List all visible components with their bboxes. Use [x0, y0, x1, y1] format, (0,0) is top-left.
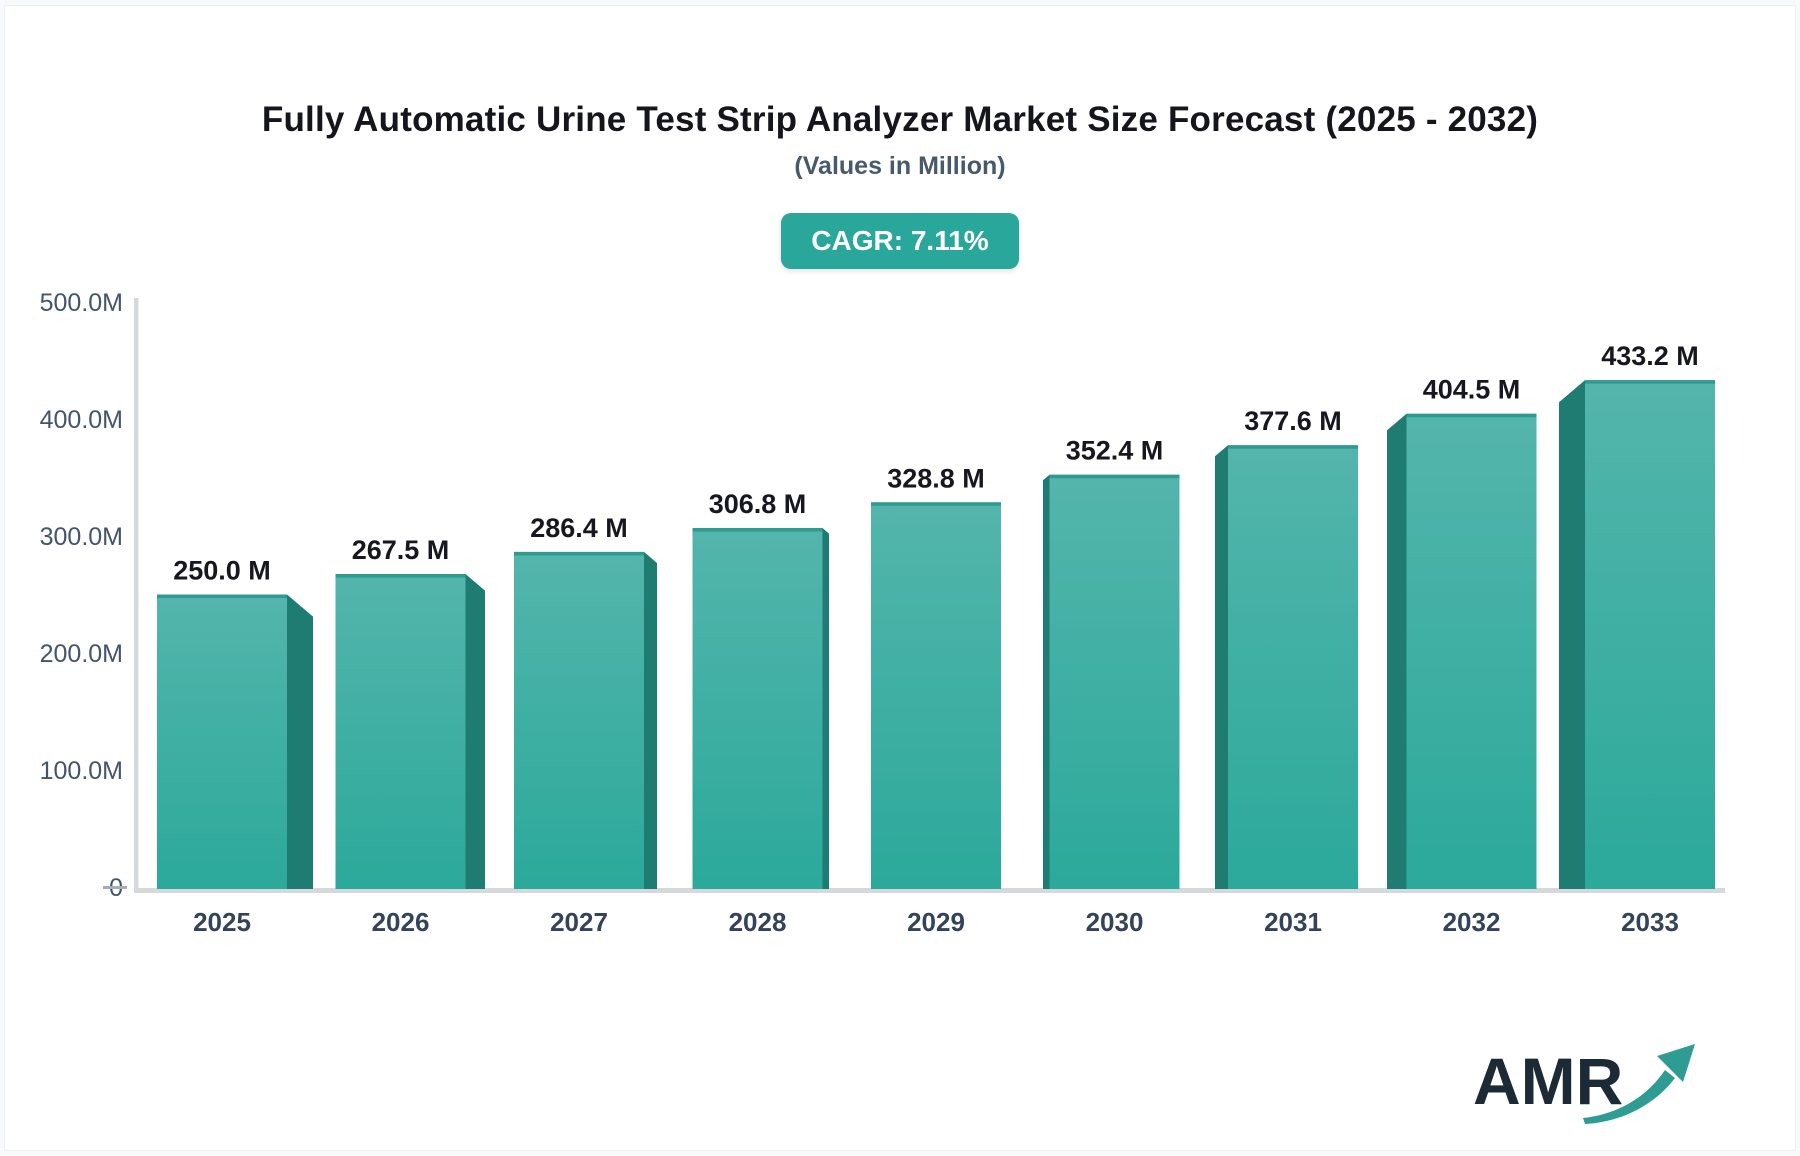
bar-2029[interactable] [871, 502, 1001, 889]
y-tick-label: 200.0M [40, 640, 123, 668]
chart-header: Fully Automatic Urine Test Strip Analyze… [5, 6, 1795, 269]
bar-value-label: 377.6 M [1244, 406, 1342, 436]
amr-logo: AMR [1473, 1044, 1695, 1124]
x-tick-label: 2026 [372, 907, 430, 937]
logo-text: AMR [1473, 1044, 1623, 1118]
y-tick-label: 300.0M [40, 523, 123, 551]
bar-value-label: 250.0 M [173, 556, 271, 586]
x-tick-label: 2027 [550, 907, 608, 937]
bar-side-face[interactable] [1387, 413, 1407, 889]
bar-side-face[interactable] [1043, 474, 1050, 889]
bar-2028[interactable] [692, 528, 823, 889]
bar-top-edge [157, 594, 287, 598]
cagr-badge: CAGR: 7.11% [781, 213, 1019, 269]
y-tick-label: 400.0M [40, 406, 123, 434]
x-tick-label: 2029 [907, 907, 965, 937]
bar-side-face[interactable] [644, 551, 657, 889]
bar-top-edge [1406, 413, 1537, 418]
bar-top-edge [335, 574, 466, 578]
bar-value-label: 433.2 M [1601, 341, 1699, 371]
bar-2032[interactable] [1406, 413, 1537, 889]
bar-value-label: 286.4 M [530, 513, 628, 543]
chart-title: Fully Automatic Urine Test Strip Analyze… [261, 100, 1539, 139]
bar-top-edge [514, 551, 644, 556]
bar-side-face[interactable] [822, 528, 830, 889]
bar-2026[interactable] [335, 574, 466, 889]
bar-top-edge [871, 502, 1001, 506]
bar-top-edge [1049, 474, 1180, 479]
bar-value-label: 328.8 M [887, 463, 985, 493]
bar-2030[interactable] [1049, 474, 1180, 889]
y-tick-label: 500.0M [40, 289, 123, 317]
bar-value-label: 267.5 M [352, 535, 450, 565]
bar-value-label: 306.8 M [709, 489, 807, 519]
bars [157, 380, 1715, 889]
chart-card: Fully Automatic Urine Test Strip Analyze… [4, 5, 1796, 1151]
x-tick-label: 2032 [1443, 907, 1501, 937]
x-tick-label: 2033 [1621, 907, 1679, 937]
logo-arrowhead-icon [1657, 1044, 1695, 1082]
bar-2025[interactable] [157, 594, 287, 890]
bar-top-edge [692, 528, 823, 532]
chart-subtitle: (Values in Million) [794, 152, 1006, 180]
bar-2027[interactable] [514, 551, 644, 889]
bar-side-face[interactable] [1215, 445, 1228, 889]
bar-side-face[interactable] [1559, 380, 1585, 889]
x-tick-label: 2028 [729, 907, 787, 937]
bar-value-label: 404.5 M [1423, 375, 1521, 405]
bar-2033[interactable] [1585, 380, 1715, 889]
bar-top-edge [1228, 445, 1358, 449]
bar-value-label: 352.4 M [1066, 436, 1164, 466]
x-tick-label: 2031 [1264, 907, 1322, 937]
logo-arrow-icon [1583, 1070, 1675, 1124]
x-tick-label: 2025 [193, 907, 251, 937]
bar-side-face[interactable] [287, 594, 313, 890]
bar-2031[interactable] [1228, 445, 1358, 889]
y-tick-label: 100.0M [40, 757, 123, 785]
zero-tick-mark [103, 886, 127, 889]
x-tick-label: 2030 [1086, 907, 1144, 937]
bar-side-face[interactable] [465, 574, 486, 889]
x-axis-line [134, 888, 1725, 893]
labels: 250.0 M 2025 267.5 M 2026 286.4 M 2027 306.8 M… [173, 341, 1699, 937]
bar-top-edge [1585, 380, 1715, 384]
y-axis-line [134, 298, 139, 893]
